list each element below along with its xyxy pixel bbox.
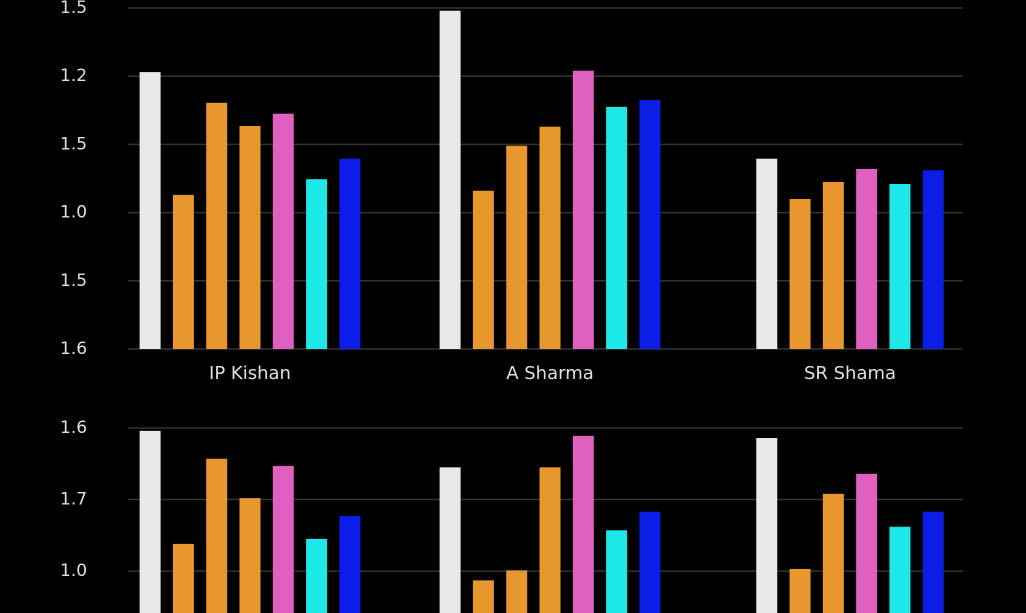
bar	[756, 438, 778, 613]
y-tick-label: 1.0	[60, 561, 87, 581]
bar	[139, 430, 161, 613]
bar	[506, 570, 528, 613]
bar	[856, 473, 878, 613]
bar	[856, 168, 878, 349]
y-tick-label: 1.6	[60, 339, 87, 359]
y-tick-label: 1.2	[60, 66, 87, 86]
bar	[572, 435, 594, 613]
bar	[639, 100, 661, 349]
bar	[306, 179, 328, 349]
bar	[272, 113, 294, 350]
bar	[506, 145, 528, 349]
bar	[789, 568, 811, 613]
y-tick-label: 1.5	[60, 0, 87, 18]
bar	[272, 465, 294, 613]
bar	[889, 526, 911, 613]
bar	[822, 493, 844, 613]
bar	[439, 10, 461, 350]
bar	[339, 158, 361, 349]
bar	[172, 194, 194, 349]
y-tick-label: 1.6	[60, 418, 87, 438]
bar	[472, 580, 494, 613]
x-tick-label: SR Shama	[804, 363, 896, 384]
y-tick-label: 1.5	[60, 134, 87, 154]
bar	[306, 538, 328, 613]
bar	[139, 72, 161, 349]
bar	[606, 530, 628, 613]
y-tick-label: 1.7	[60, 490, 87, 510]
bar	[822, 181, 844, 349]
bar	[606, 106, 628, 349]
bar	[239, 498, 261, 613]
bar	[756, 158, 778, 349]
bar	[922, 511, 944, 613]
x-tick-label: IP Kishan	[209, 363, 291, 384]
bar	[239, 125, 261, 350]
y-tick-label: 1.5	[60, 271, 87, 291]
bar	[639, 511, 661, 613]
bar	[339, 515, 361, 613]
y-tick-label: 1.0	[60, 203, 87, 223]
bar	[172, 543, 194, 613]
bar	[539, 126, 561, 349]
bar	[439, 467, 461, 613]
x-tick-label: A Sharma	[506, 363, 594, 384]
bar	[206, 102, 228, 349]
bar	[472, 190, 494, 349]
bar	[889, 183, 911, 349]
bar	[206, 458, 228, 613]
bar	[922, 170, 944, 349]
bar	[789, 198, 811, 349]
bar	[539, 467, 561, 613]
bar	[572, 70, 594, 349]
